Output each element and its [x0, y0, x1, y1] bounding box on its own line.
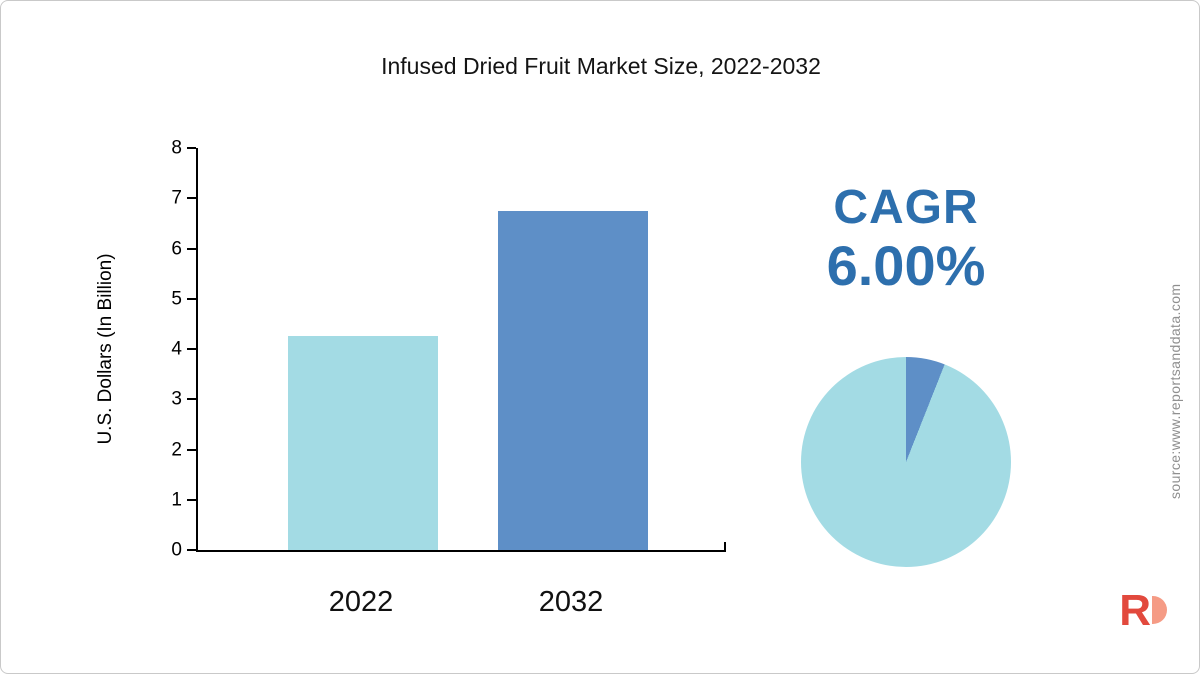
y-tick-label: 7 [171, 187, 182, 209]
y-tick-mark [187, 398, 196, 401]
cagr-pie-chart [801, 357, 1011, 567]
plot-area: 0 1 2 3 4 5 6 7 8 [171, 139, 726, 560]
y-tick-label: 5 [171, 288, 182, 310]
x-axis-end-tick [724, 542, 726, 550]
cagr-block: CAGR 6.00% [786, 181, 1026, 297]
brand-logo-disc-icon [1152, 596, 1167, 625]
x-tick-label: 2032 [538, 586, 604, 618]
y-tick-mark [187, 498, 196, 501]
x-axis-labels: 2022 2032 [196, 586, 726, 626]
y-tick-mark [187, 247, 196, 250]
bar-2032 [498, 210, 648, 550]
y-tick-label: 1 [171, 489, 182, 511]
x-tick-label: 2022 [328, 586, 394, 618]
bar-2022 [288, 336, 438, 550]
y-tick-label: 6 [171, 238, 182, 259]
y-tick-label: 8 [171, 137, 182, 159]
y-axis-label: U.S. Dollars (In Billion) [95, 253, 116, 445]
y-tick-label: 4 [171, 338, 182, 360]
y-tick-mark [187, 297, 196, 300]
cagr-label: CAGR [833, 181, 979, 234]
y-tick-mark [187, 549, 196, 551]
y-tick-mark [187, 197, 196, 200]
y-tick-label: 3 [171, 388, 182, 410]
y-tick-mark [187, 147, 196, 149]
y-tick-mark [187, 448, 196, 451]
chart-title: Infused Dried Fruit Market Size, 2022-20… [381, 53, 821, 79]
source-watermark: source:www.reportsanddata.com [1167, 283, 1183, 499]
cagr-value: 6.00% [826, 233, 986, 297]
y-tick-label: 2 [171, 439, 182, 460]
y-tick-mark [187, 348, 196, 350]
brand-logo-letter: R [1119, 585, 1151, 635]
brand-logo: R [1119, 585, 1167, 635]
y-tick-label: 0 [171, 539, 182, 561]
